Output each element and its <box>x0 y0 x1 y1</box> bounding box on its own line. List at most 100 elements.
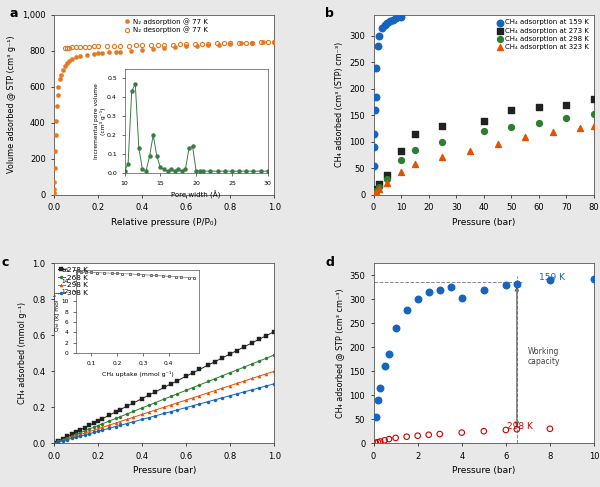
Point <box>413 432 422 440</box>
CH₄ adsorption at 323 K <box>493 140 502 148</box>
CH₄ adsorption at 298 K <box>370 189 380 197</box>
N₂ adsorption @ 77 K <box>66 58 73 64</box>
CH₄ adsorption at 323 K <box>437 152 447 160</box>
N₂ desorption @ 77 K <box>176 41 183 47</box>
N₂ desorption @ 77 K <box>182 41 190 47</box>
Text: b: b <box>325 7 334 20</box>
N₂ desorption @ 77 K <box>77 44 84 50</box>
N₂ desorption @ 77 K <box>205 41 212 47</box>
N₂ desorption @ 77 K <box>220 40 227 46</box>
CH₄ adsorption at 159 K <box>380 21 389 29</box>
308 K <box>249 387 256 393</box>
268 K <box>77 430 84 435</box>
268 K <box>211 376 218 382</box>
CH₄ adsorption at 323 K <box>370 190 380 198</box>
298 K <box>106 422 113 428</box>
N₂ adsorption @ 77 K <box>53 104 61 110</box>
268 K <box>68 433 75 439</box>
268 K <box>81 428 88 434</box>
Point <box>402 306 412 314</box>
268 K <box>112 415 119 421</box>
N₂ adsorption @ 77 K <box>90 51 97 56</box>
N₂ adsorption @ 77 K <box>94 50 101 56</box>
CH₄ adsorption at 159 K <box>370 106 380 114</box>
Point <box>589 275 599 283</box>
Line: 298 K: 298 K <box>52 370 276 445</box>
CH₄ adsorption at 323 K <box>370 190 379 198</box>
Point <box>373 396 383 404</box>
CH₄ adsorption at 273 K <box>479 116 488 124</box>
N₂ adsorption @ 77 K <box>83 52 91 57</box>
N₂ desorption @ 77 K <box>90 43 97 49</box>
298 K <box>68 434 75 440</box>
268 K <box>106 418 113 424</box>
308 K <box>59 438 67 444</box>
278 K <box>64 433 71 439</box>
CH₄ adsorption at 159 K <box>388 16 398 24</box>
Point <box>446 283 455 291</box>
298 K <box>240 378 247 384</box>
N₂ adsorption @ 77 K <box>149 46 157 52</box>
N₂ adsorption @ 77 K <box>61 63 68 69</box>
Text: d: d <box>325 256 334 269</box>
N₂ adsorption @ 77 K <box>112 49 119 55</box>
298 K <box>205 390 212 395</box>
CH₄ adsorption at 273 K <box>410 130 420 138</box>
298 K <box>145 409 152 415</box>
308 K <box>77 433 84 439</box>
N₂ adsorption @ 77 K <box>161 45 168 51</box>
CH₄ adsorption at 273 K <box>589 95 599 103</box>
N₂ adsorption @ 77 K <box>128 48 135 54</box>
298 K <box>196 393 203 398</box>
Y-axis label: CH₄ adsorbed @ STP (cm³ cm⁻³): CH₄ adsorbed @ STP (cm³ cm⁻³) <box>335 288 344 418</box>
N₂ desorption @ 77 K <box>64 45 71 51</box>
CH₄ adsorption at 323 K <box>383 179 392 187</box>
278 K <box>73 429 80 435</box>
Point <box>512 280 521 288</box>
308 K <box>50 440 58 446</box>
268 K <box>271 352 278 358</box>
N₂ adsorption @ 77 K <box>99 50 106 56</box>
278 K <box>81 425 88 431</box>
CH₄ adsorption at 159 K <box>371 93 380 101</box>
278 K <box>106 412 113 418</box>
298 K <box>81 430 88 436</box>
X-axis label: Pressure (bar): Pressure (bar) <box>133 466 196 475</box>
308 K <box>106 425 113 431</box>
268 K <box>86 426 93 432</box>
268 K <box>256 358 263 364</box>
268 K <box>182 387 190 393</box>
Point <box>479 285 488 293</box>
308 K <box>182 405 190 411</box>
268 K <box>64 435 71 441</box>
298 K <box>130 414 137 420</box>
CH₄ adsorption at 159 K <box>373 42 383 50</box>
278 K <box>161 384 168 390</box>
298 K <box>50 440 58 446</box>
268 K <box>174 391 181 397</box>
278 K <box>196 367 203 373</box>
CH₄ adsorption at 323 K <box>410 160 420 168</box>
N₂ desorption @ 77 K <box>242 40 250 46</box>
Point <box>376 384 385 392</box>
298 K <box>77 431 84 437</box>
278 K <box>174 378 181 384</box>
298 K <box>116 419 124 425</box>
298 K <box>227 383 234 389</box>
308 K <box>86 431 93 436</box>
Point <box>512 425 521 433</box>
CH₄ adsorption at 273 K <box>562 101 571 109</box>
278 K <box>50 440 58 446</box>
N₂ desorption @ 77 K <box>148 42 155 48</box>
278 K <box>59 436 67 442</box>
CH₄ adsorption at 323 K <box>397 168 406 176</box>
278 K <box>256 337 263 342</box>
298 K <box>55 439 62 445</box>
308 K <box>145 415 152 421</box>
298 K <box>167 402 175 408</box>
CH₄ adsorption at 298 K <box>437 138 447 146</box>
N₂ adsorption @ 77 K <box>116 49 124 55</box>
N₂ adsorption @ 77 K <box>260 39 267 45</box>
278 K <box>271 329 278 335</box>
Point <box>384 351 394 358</box>
